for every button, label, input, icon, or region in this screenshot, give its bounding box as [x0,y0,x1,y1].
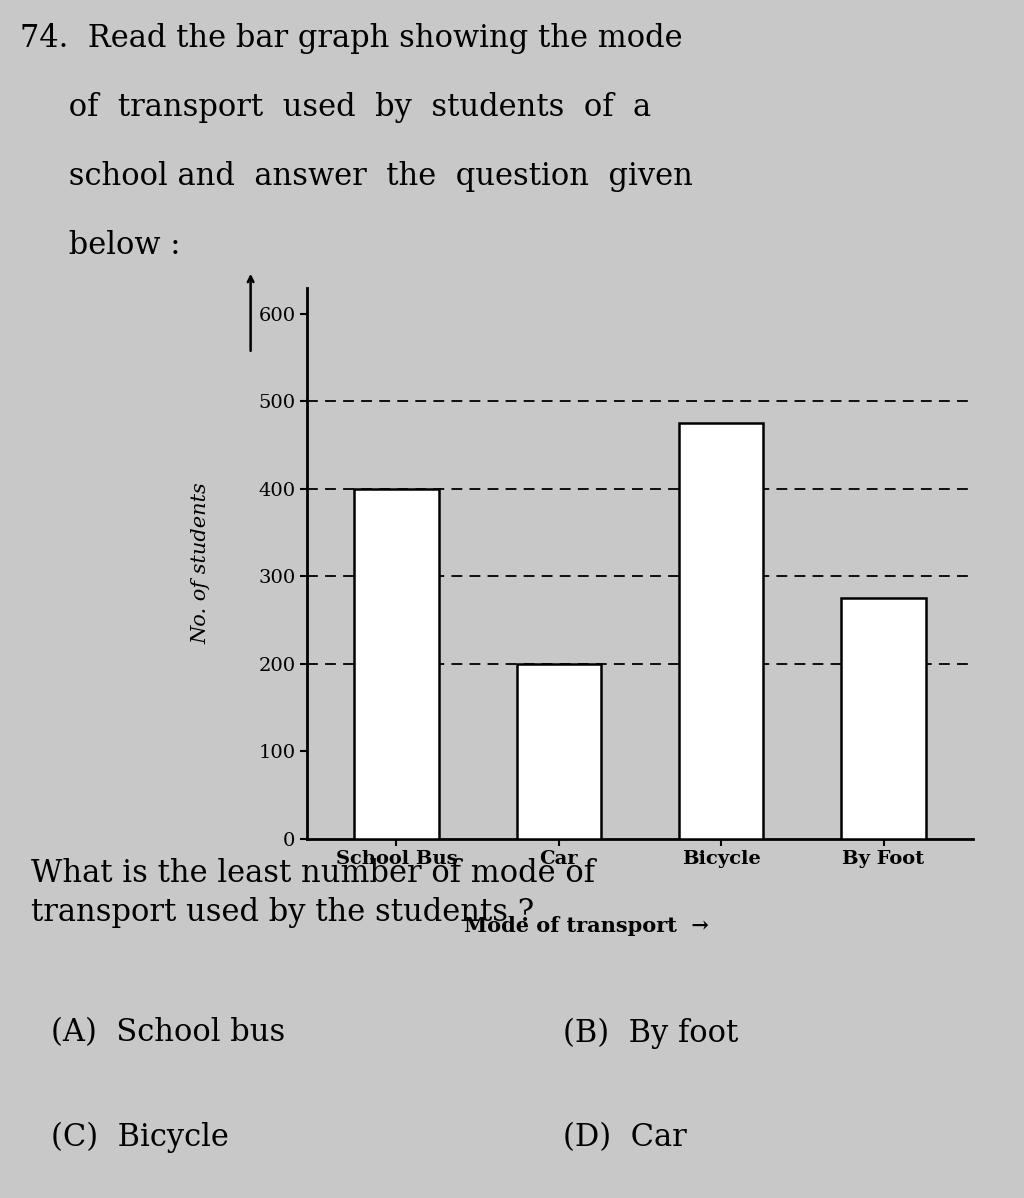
Text: Mode of transport  →: Mode of transport → [464,915,710,936]
Text: 74.  Read the bar graph showing the mode: 74. Read the bar graph showing the mode [20,23,683,54]
Text: (D)  Car: (D) Car [563,1121,687,1152]
Text: No. of students: No. of students [191,482,210,645]
Bar [679,423,763,839]
Bar [517,664,601,839]
Text: (B)  By foot: (B) By foot [563,1017,738,1048]
Text: (C)  Bicycle: (C) Bicycle [51,1121,229,1152]
Text: (A)  School bus: (A) School bus [51,1017,286,1048]
Text: school and  answer  the  question  given: school and answer the question given [20,161,693,192]
Text: What is the least number of mode of
transport used by the students ?: What is the least number of mode of tran… [31,858,595,928]
Bar [842,598,926,839]
Text: below :: below : [20,230,181,261]
Bar [354,489,438,839]
Text: of  transport  used  by  students  of  a: of transport used by students of a [20,92,651,123]
